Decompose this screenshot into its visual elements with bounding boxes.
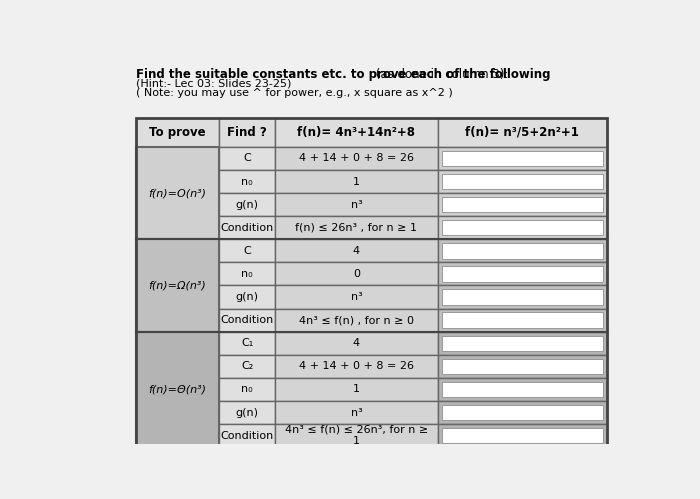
Text: f(n)=Ω(n³): f(n)=Ω(n³): [148, 280, 206, 290]
Bar: [275, 332, 438, 355]
Text: n₀: n₀: [241, 384, 253, 394]
Text: n₀: n₀: [241, 269, 253, 279]
Bar: [275, 262, 438, 285]
Text: 0: 0: [353, 269, 360, 279]
Bar: [275, 118, 438, 147]
Text: C: C: [244, 246, 251, 256]
Text: Find ?: Find ?: [228, 126, 267, 139]
Text: Find the suitable constants etc. to prove each of the following: Find the suitable constants etc. to prov…: [136, 67, 550, 80]
Bar: [219, 378, 275, 401]
Text: n³: n³: [351, 292, 363, 302]
Bar: [438, 308, 607, 332]
Bar: [219, 285, 275, 308]
Bar: [275, 285, 438, 308]
Bar: [136, 118, 219, 147]
Text: Condition: Condition: [220, 431, 274, 441]
Bar: [438, 118, 607, 147]
Text: n³: n³: [351, 200, 363, 210]
Bar: [219, 193, 275, 216]
Bar: [442, 428, 603, 443]
Bar: [275, 170, 438, 193]
Bar: [136, 240, 219, 332]
Bar: [438, 355, 607, 378]
Bar: [438, 170, 607, 193]
Bar: [219, 332, 275, 355]
Bar: [275, 147, 438, 170]
Bar: [438, 147, 607, 170]
Bar: [438, 193, 607, 216]
Text: 4: 4: [353, 338, 360, 348]
Text: f(n)=Θ(n³): f(n)=Θ(n³): [148, 384, 206, 394]
Bar: [275, 240, 438, 262]
Bar: [442, 335, 603, 351]
Bar: [438, 401, 607, 424]
Bar: [275, 424, 438, 447]
Text: n₀: n₀: [241, 177, 253, 187]
Bar: [219, 170, 275, 193]
Text: To prove: To prove: [149, 126, 206, 139]
Text: 4n³ ≤ f(n) ≤ 26n³, for n ≥
1: 4n³ ≤ f(n) ≤ 26n³, for n ≥ 1: [285, 425, 428, 447]
Bar: [219, 424, 275, 447]
Text: (as done in column 3):: (as done in column 3):: [372, 67, 509, 80]
Text: 4 + 14 + 0 + 8 = 26: 4 + 14 + 0 + 8 = 26: [299, 153, 414, 164]
Bar: [438, 332, 607, 355]
Text: g(n): g(n): [236, 408, 258, 418]
Bar: [219, 308, 275, 332]
Text: f(n) ≤ 26n³ , for n ≥ 1: f(n) ≤ 26n³ , for n ≥ 1: [295, 223, 417, 233]
Bar: [438, 216, 607, 240]
Bar: [438, 240, 607, 262]
Text: ( Note: you may use ^ for power, e.g., x square as x^2 ): ( Note: you may use ^ for power, e.g., x…: [136, 88, 452, 98]
Bar: [275, 401, 438, 424]
Bar: [442, 312, 603, 328]
Bar: [438, 424, 607, 447]
Bar: [275, 193, 438, 216]
Bar: [219, 355, 275, 378]
Text: g(n): g(n): [236, 200, 258, 210]
Text: g(n): g(n): [236, 292, 258, 302]
Bar: [275, 216, 438, 240]
Bar: [442, 197, 603, 213]
Bar: [442, 220, 603, 236]
Text: Condition: Condition: [220, 315, 274, 325]
Text: f(n)= n³/5+2n²+1: f(n)= n³/5+2n²+1: [466, 126, 579, 139]
Bar: [438, 285, 607, 308]
Text: (Hint:- Lec 03: Slides 23-25): (Hint:- Lec 03: Slides 23-25): [136, 78, 291, 88]
Text: n³: n³: [351, 408, 363, 418]
Text: 1: 1: [353, 177, 360, 187]
Bar: [442, 359, 603, 374]
Bar: [275, 308, 438, 332]
Bar: [219, 216, 275, 240]
Text: 1: 1: [353, 384, 360, 394]
Text: 4: 4: [353, 246, 360, 256]
Text: C: C: [244, 153, 251, 164]
Text: Condition: Condition: [220, 223, 274, 233]
Bar: [219, 147, 275, 170]
Bar: [275, 378, 438, 401]
Text: f(n)=O(n³): f(n)=O(n³): [148, 188, 206, 198]
Bar: [219, 118, 275, 147]
Bar: [136, 118, 607, 447]
Text: f(n)= 4n³+14n²+8: f(n)= 4n³+14n²+8: [298, 126, 415, 139]
Bar: [442, 405, 603, 420]
Text: C₁: C₁: [241, 338, 253, 348]
Bar: [442, 174, 603, 189]
Bar: [442, 382, 603, 397]
Bar: [442, 266, 603, 281]
Bar: [442, 289, 603, 305]
Bar: [442, 151, 603, 166]
Text: 4n³ ≤ f(n) , for n ≥ 0: 4n³ ≤ f(n) , for n ≥ 0: [299, 315, 414, 325]
Bar: [219, 240, 275, 262]
Bar: [275, 355, 438, 378]
Bar: [442, 243, 603, 258]
Text: C₂: C₂: [241, 361, 253, 371]
Bar: [136, 147, 219, 240]
Text: 4 + 14 + 0 + 8 = 26: 4 + 14 + 0 + 8 = 26: [299, 361, 414, 371]
Bar: [438, 378, 607, 401]
Bar: [219, 262, 275, 285]
Bar: [219, 401, 275, 424]
Bar: [438, 262, 607, 285]
Bar: [136, 332, 219, 447]
